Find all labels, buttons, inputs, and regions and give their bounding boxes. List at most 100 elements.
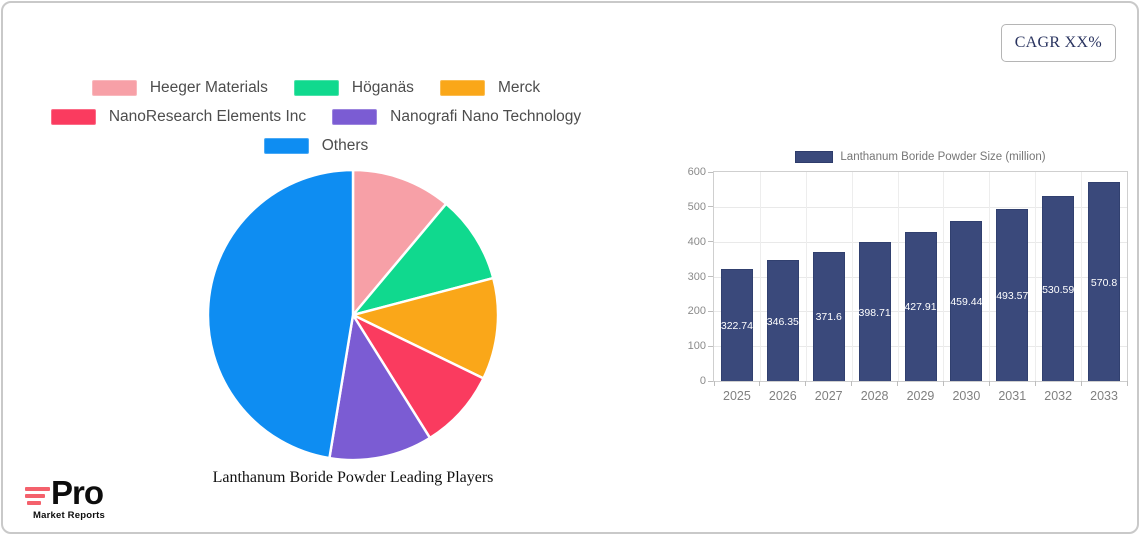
gridline	[943, 172, 945, 381]
y-tick-label: 300	[687, 270, 706, 283]
pie-legend-row: Heeger Materials Höganäs Merck	[3, 79, 629, 97]
pie-slice-heeger-materials	[351, 168, 448, 317]
bar-2032: 530.59	[1042, 196, 1074, 381]
bar-chart: 0 100 200 300 400 500 600 322.74 2025 346.35 2026 3…	[688, 166, 1128, 403]
bar-2027: 371.6	[812, 251, 845, 381]
legend-swatch	[91, 80, 137, 96]
y-tick	[708, 380, 713, 382]
legend-item-others: Others	[263, 137, 369, 155]
legend-item-merck: Merck	[439, 79, 541, 97]
legend-item-h-gan-s: Höganäs	[293, 79, 414, 97]
bar-value-label: 427.91	[904, 301, 937, 314]
y-tick	[708, 276, 713, 277]
pie-chart	[206, 168, 500, 462]
bar-2028: 398.71	[859, 242, 891, 381]
gridline	[805, 172, 807, 381]
legend-swatch	[293, 80, 339, 96]
pie-slice-nanografi-nano-technology	[328, 313, 432, 462]
x-tick	[1126, 381, 1128, 386]
bar-value-label: 371.6	[815, 311, 842, 324]
x-axis-label: 2026	[768, 389, 797, 403]
x-axis-label: 2029	[906, 389, 935, 403]
bar-2033: 570.8	[1088, 182, 1121, 381]
x-axis-label: 2025	[723, 389, 751, 403]
y-tick	[708, 310, 713, 312]
bar-value-label: 322.74	[720, 319, 753, 332]
logo: Pro Market Reports	[25, 474, 105, 521]
cagr-badge: CAGR XX%	[1000, 24, 1116, 62]
legend-label: Merck	[497, 79, 541, 96]
gridline	[851, 172, 853, 381]
x-axis-label: 2032	[1044, 389, 1073, 403]
legend-item-nanografi-nano-technology: Nanografi Nano Technology	[332, 108, 581, 126]
legend-swatch	[263, 138, 309, 154]
y-tick-label: 100	[687, 340, 706, 353]
x-axis-label: 2033	[1090, 389, 1118, 403]
pie-legend-row: Others	[3, 137, 629, 155]
logo-subtitle: Market Reports	[33, 510, 105, 521]
bar-legend-swatch	[795, 151, 834, 163]
x-axis-label: 2027	[814, 389, 843, 403]
gridline	[989, 172, 991, 381]
x-tick	[805, 381, 807, 386]
legend-label: Others	[321, 137, 369, 154]
bar-2025: 322.74	[721, 268, 753, 381]
x-axis-label: 2028	[860, 389, 889, 403]
x-tick	[1034, 381, 1036, 386]
bar-2026: 346.35	[767, 260, 799, 381]
bar-2030: 459.44	[950, 220, 982, 381]
x-axis-label: 2031	[998, 389, 1027, 403]
x-tick	[851, 381, 853, 386]
gridline	[714, 206, 1127, 208]
x-tick	[897, 381, 899, 386]
bar-value-label: 493.57	[996, 290, 1029, 303]
y-tick-label: 400	[687, 235, 706, 248]
gridline	[897, 172, 899, 381]
bar-value-label: 570.8	[1090, 276, 1118, 289]
legend-label: Höganäs	[351, 79, 414, 96]
x-tick	[713, 381, 715, 386]
pie-chart-title: Lanthanum Boride Powder Leading Players	[212, 469, 494, 486]
x-tick	[759, 381, 761, 386]
y-tick-label: 0	[699, 375, 706, 387]
y-tick	[708, 345, 713, 347]
logo-bars-icon	[25, 486, 50, 505]
legend-swatch	[50, 109, 96, 125]
legend-swatch	[332, 109, 378, 125]
legend-label: Heeger Materials	[149, 79, 268, 96]
y-tick	[708, 241, 713, 243]
x-axis-label: 2030	[952, 389, 981, 403]
bar-2031: 493.57	[996, 209, 1028, 381]
y-tick-label: 200	[687, 305, 706, 318]
x-tick	[1080, 381, 1082, 386]
bar-2029: 427.91	[904, 231, 937, 381]
pie-slice-merck	[351, 276, 500, 380]
y-tick-label: 600	[687, 166, 706, 178]
gridline	[759, 172, 761, 381]
cagr-label: CAGR XX%	[1014, 34, 1102, 51]
pie-slice-others	[206, 168, 355, 460]
legend-swatch	[439, 80, 485, 96]
bar-value-label: 459.44	[950, 295, 983, 308]
bar-value-label: 346.35	[766, 315, 799, 328]
y-tick	[708, 206, 713, 208]
bar-value-label: 530.59	[1042, 283, 1075, 296]
legend-item-nanoresearch-elements-inc: NanoResearch Elements Inc	[50, 108, 307, 126]
pie-slice-nanoresearch-elements-inc	[351, 313, 485, 440]
y-tick-label: 500	[687, 200, 706, 213]
logo-title: Pro	[51, 474, 104, 511]
gridline	[1081, 172, 1083, 381]
pie-legend-row: NanoResearch Elements Inc Nanografi Nano …	[3, 108, 629, 126]
y-tick	[708, 171, 713, 173]
bar-value-label: 398.71	[858, 306, 891, 319]
x-tick	[988, 381, 990, 386]
legend-label: NanoResearch Elements Inc	[108, 108, 307, 125]
bar-chart-legend: Lanthanum Boride Powder Size (million)	[713, 150, 1128, 164]
legend-item-heeger-materials: Heeger Materials	[91, 79, 268, 97]
bar-legend-label: Lanthanum Boride Powder Size (million)	[840, 151, 1046, 163]
pie-legend: Heeger Materials Höganäs Merck NanoResearch…	[3, 79, 629, 166]
gridline	[1035, 172, 1037, 381]
legend-label: Nanografi Nano Technology	[390, 108, 582, 125]
x-tick	[942, 381, 944, 386]
